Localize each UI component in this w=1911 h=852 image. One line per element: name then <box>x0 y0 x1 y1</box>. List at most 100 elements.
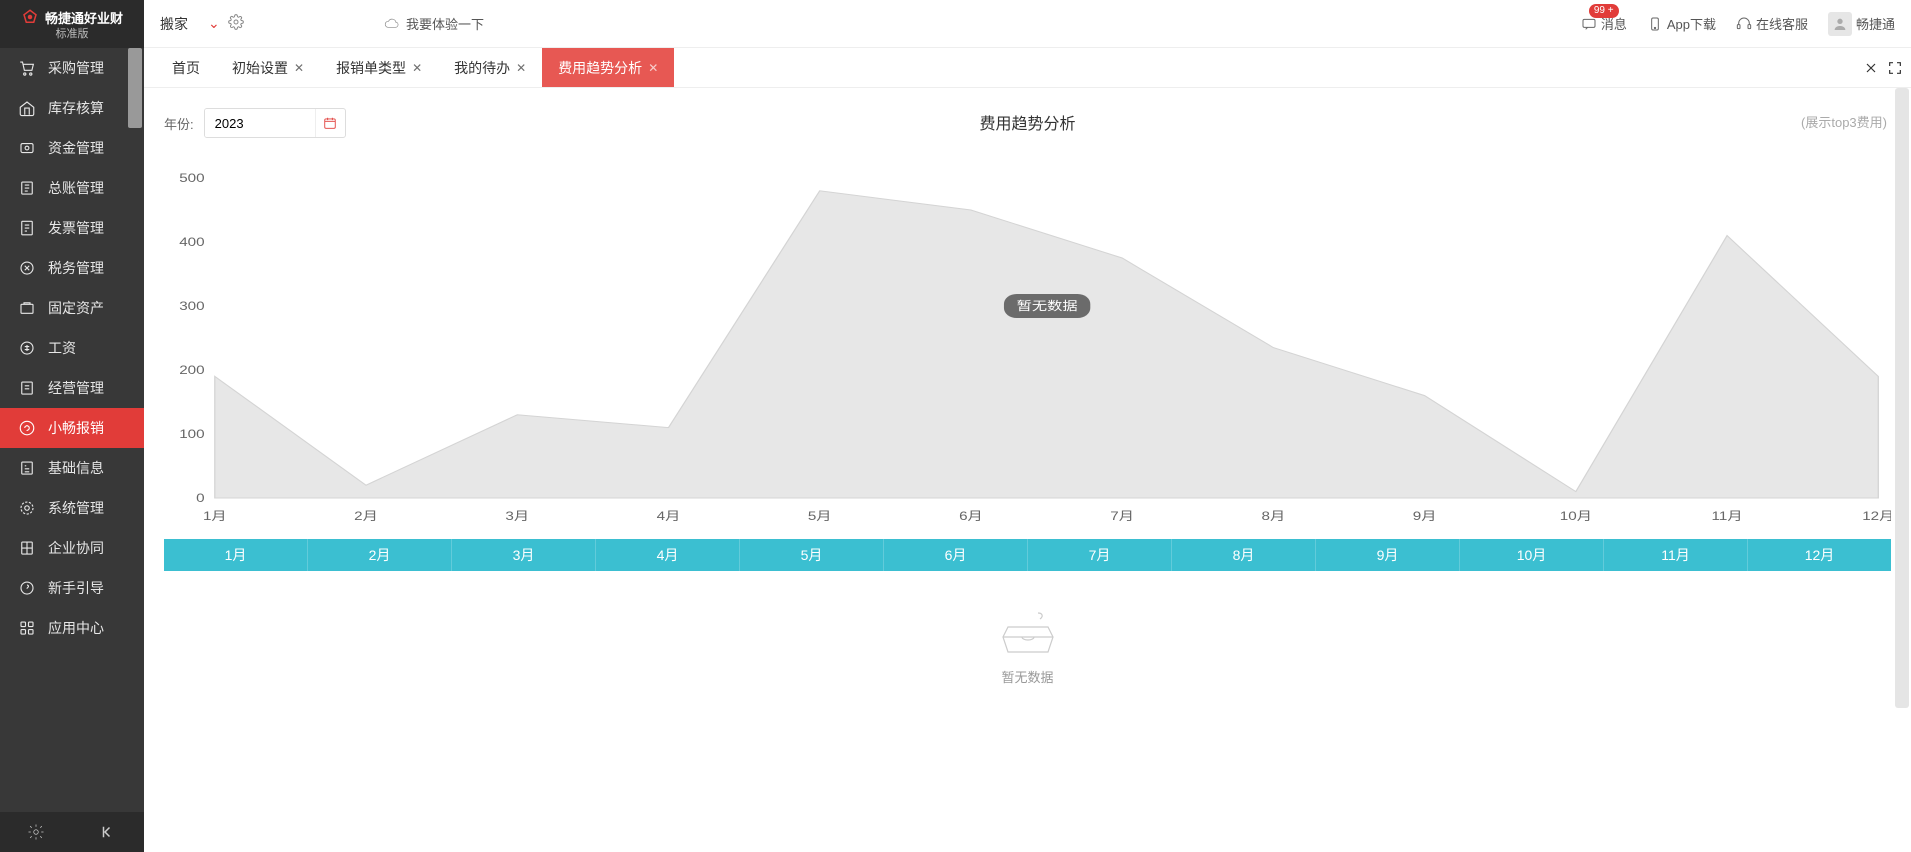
svg-text:3月: 3月 <box>505 510 529 523</box>
sidebar-item-label: 系统管理 <box>48 498 104 518</box>
sidebar-item-13[interactable]: 新手引导 <box>0 568 144 608</box>
system-icon <box>18 499 36 517</box>
try-demo-button[interactable]: 我要体验一下 <box>384 14 484 33</box>
sidebar-item-label: 固定资产 <box>48 298 104 318</box>
calendar-icon[interactable] <box>315 109 345 137</box>
month-cell-4[interactable]: 4月 <box>595 539 739 571</box>
brand-header: 畅捷通好业财 标准版 <box>0 0 144 48</box>
context-switcher[interactable]: 搬家 ⌄ <box>160 14 360 34</box>
svg-text:200: 200 <box>179 364 205 377</box>
sidebar-scrollbar[interactable] <box>128 48 142 128</box>
sidebar-item-5[interactable]: 税务管理 <box>0 248 144 288</box>
sidebar-item-label: 新手引导 <box>48 578 104 598</box>
month-cell-3[interactable]: 3月 <box>451 539 595 571</box>
month-cell-2[interactable]: 2月 <box>307 539 451 571</box>
sidebar-item-label: 资金管理 <box>48 138 104 158</box>
tab-1[interactable]: 初始设置✕ <box>216 48 320 87</box>
header-actions: 99 + 消息 App下载 在线客服 畅捷通 <box>1581 12 1895 36</box>
empty-text: 暂无数据 <box>1001 667 1053 686</box>
month-cell-10[interactable]: 10月 <box>1459 539 1603 571</box>
tab-label: 首页 <box>172 58 200 78</box>
month-cell-6[interactable]: 6月 <box>883 539 1027 571</box>
main-region: 搬家 ⌄ 我要体验一下 99 + 消息 App下载 在线客服 <box>144 0 1911 852</box>
sidebar-item-3[interactable]: 总账管理 <box>0 168 144 208</box>
sidebar-item-label: 库存核算 <box>48 98 104 118</box>
cloud-icon <box>384 16 400 32</box>
svg-text:500: 500 <box>179 172 205 185</box>
month-cell-11[interactable]: 11月 <box>1603 539 1747 571</box>
app-download-button[interactable]: App下载 <box>1647 14 1716 33</box>
sidebar-item-14[interactable]: 应用中心 <box>0 608 144 648</box>
close-icon[interactable]: ✕ <box>412 61 422 75</box>
phone-icon <box>1647 16 1663 32</box>
sidebar-footer <box>0 812 144 852</box>
sidebar-item-8[interactable]: 经营管理 <box>0 368 144 408</box>
sidebar-item-label: 采购管理 <box>48 58 104 78</box>
sidebar-item-label: 基础信息 <box>48 458 104 478</box>
sidebar: 畅捷通好业财 标准版 采购管理库存核算资金管理总账管理发票管理税务管理固定资产工… <box>0 0 144 852</box>
invoice-icon <box>18 219 36 237</box>
sidebar-item-label: 工资 <box>48 338 76 358</box>
sidebar-item-2[interactable]: 资金管理 <box>0 128 144 168</box>
area-chart[interactable]: 01002003004005001月2月3月4月5月6月7月8月9月10月11月… <box>164 168 1891 528</box>
sidebar-item-9[interactable]: 小畅报销 <box>0 408 144 448</box>
svg-text:6月: 6月 <box>959 510 983 523</box>
info-icon <box>18 459 36 477</box>
sidebar-item-0[interactable]: 采购管理 <box>0 48 144 88</box>
sidebar-item-label: 应用中心 <box>48 618 104 638</box>
tab-0[interactable]: 首页 <box>156 48 216 87</box>
app-download-label: App下载 <box>1667 14 1716 33</box>
sidebar-item-4[interactable]: 发票管理 <box>0 208 144 248</box>
sidebar-item-12[interactable]: 企业协同 <box>0 528 144 568</box>
sidebar-item-label: 总账管理 <box>48 178 104 198</box>
gear-icon[interactable] <box>228 14 244 33</box>
svg-text:300: 300 <box>179 300 205 313</box>
month-cell-7[interactable]: 7月 <box>1027 539 1171 571</box>
close-all-tabs-icon[interactable] <box>1863 60 1879 76</box>
chart-title: 费用趋势分析 <box>979 110 1075 134</box>
svg-text:8月: 8月 <box>1262 510 1286 523</box>
tab-label: 我的待办 <box>454 58 510 78</box>
settings-icon[interactable] <box>27 823 45 841</box>
tab-label: 报销单类型 <box>336 58 406 78</box>
content-scrollbar[interactable] <box>1895 88 1909 708</box>
tab-2[interactable]: 报销单类型 ✕ <box>320 48 438 87</box>
collab-icon <box>18 539 36 557</box>
year-picker[interactable] <box>204 108 346 138</box>
tab-3[interactable]: 我的待办 ✕ <box>438 48 542 87</box>
sidebar-item-label: 税务管理 <box>48 258 104 278</box>
context-label: 搬家 <box>160 14 188 34</box>
messages-badge: 99 + <box>1589 4 1619 18</box>
messages-button[interactable]: 99 + 消息 <box>1581 14 1627 33</box>
sidebar-item-1[interactable]: 库存核算 <box>0 88 144 128</box>
month-cell-1[interactable]: 1月 <box>164 539 307 571</box>
user-name: 畅捷通 <box>1856 14 1895 33</box>
sidebar-item-7[interactable]: 工资 <box>0 328 144 368</box>
sidebar-item-11[interactable]: 系统管理 <box>0 488 144 528</box>
year-input[interactable] <box>205 109 315 137</box>
close-icon[interactable]: ✕ <box>516 61 526 75</box>
coin-icon <box>18 139 36 157</box>
service-button[interactable]: 在线客服 <box>1736 14 1808 33</box>
empty-state: 暂无数据 <box>164 607 1891 686</box>
tab-4[interactable]: 费用趋势分析✕ <box>542 48 674 87</box>
service-label: 在线客服 <box>1756 14 1808 33</box>
empty-box-icon <box>998 607 1058 657</box>
close-icon[interactable]: ✕ <box>648 61 658 75</box>
sidebar-item-10[interactable]: 基础信息 <box>0 448 144 488</box>
user-menu[interactable]: 畅捷通 <box>1828 12 1895 36</box>
fullscreen-icon[interactable] <box>1887 60 1903 76</box>
month-cell-9[interactable]: 9月 <box>1315 539 1459 571</box>
sidebar-item-6[interactable]: 固定资产 <box>0 288 144 328</box>
month-cell-5[interactable]: 5月 <box>739 539 883 571</box>
apps-icon <box>18 619 36 637</box>
close-icon[interactable]: ✕ <box>294 61 304 75</box>
sidebar-item-label: 发票管理 <box>48 218 104 238</box>
month-cell-12[interactable]: 12月 <box>1747 539 1891 571</box>
month-selector-strip: 1月2月3月4月5月6月7月8月9月10月11月12月 <box>164 539 1891 571</box>
month-cell-8[interactable]: 8月 <box>1171 539 1315 571</box>
svg-text:11月: 11月 <box>1712 510 1743 523</box>
collapse-icon[interactable] <box>99 823 117 841</box>
chart-tooltip: 暂无数据 <box>1004 294 1090 318</box>
biz-icon <box>18 379 36 397</box>
